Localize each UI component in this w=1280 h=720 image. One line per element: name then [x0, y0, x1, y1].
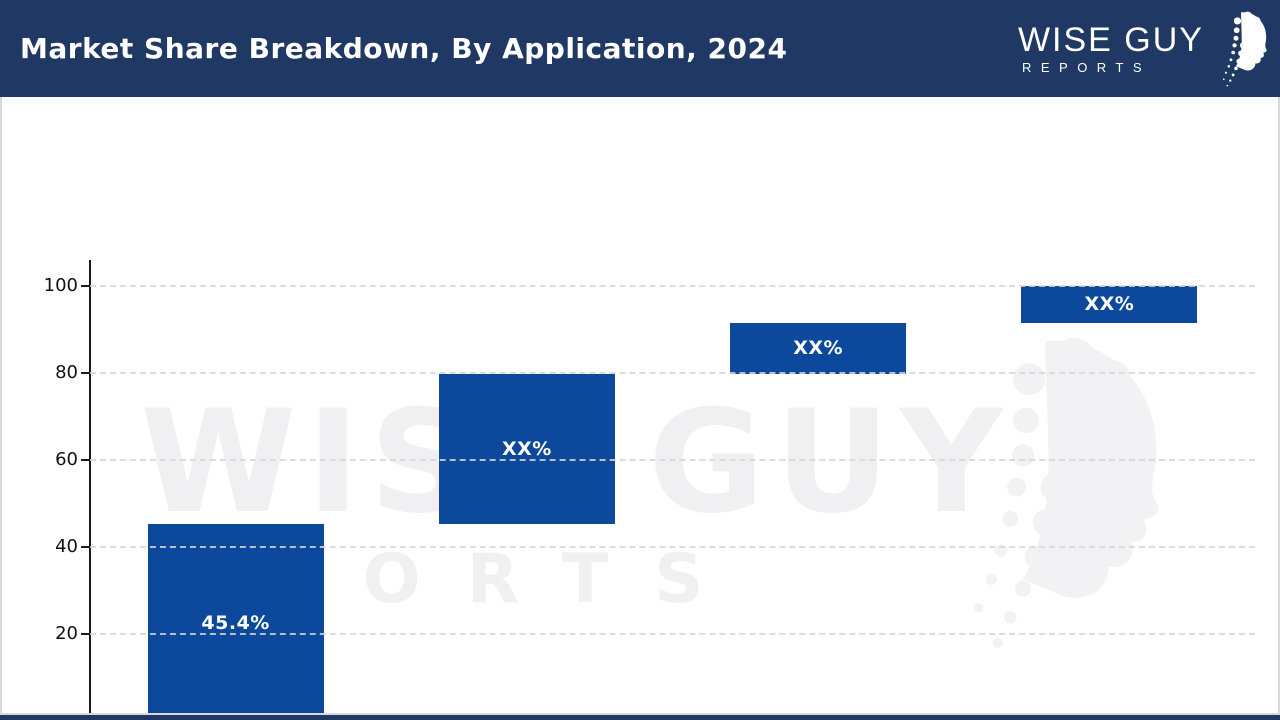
- gridline: [90, 284, 1255, 287]
- waterfall-chart: 02040608010045.4%NutraceuticalsXX%Food a…: [2, 97, 1280, 720]
- wiseguy-logo: WISE GUY REPORTS: [1018, 6, 1272, 92]
- bar-value-label: XX%: [793, 337, 844, 360]
- footer-accent-bar: [0, 715, 1280, 720]
- gridline: [90, 633, 1255, 636]
- gridline: [90, 546, 1255, 549]
- y-tick: [80, 284, 89, 287]
- y-tick-label: 80: [55, 361, 78, 383]
- logo-subtitle: REPORTS: [1021, 59, 1152, 75]
- page-title: Market Share Breakdown, By Application, …: [20, 32, 788, 65]
- y-tick-label: 40: [55, 536, 78, 558]
- y-tick-label: 60: [55, 449, 78, 471]
- y-axis: [88, 260, 91, 720]
- bar-pharmaceuticals: [1021, 285, 1198, 323]
- wiseguy-logo-text: WISE GUY REPORTS: [1017, 21, 1204, 75]
- gridline: [90, 371, 1255, 374]
- y-tick-label: 20: [55, 623, 78, 645]
- bar-value-label: XX%: [501, 437, 552, 460]
- footer-hairline: [0, 713, 1280, 715]
- gridline: [90, 459, 1255, 462]
- y-tick-label: 100: [43, 274, 78, 296]
- logo-wordmark: WISE GUY: [1017, 21, 1204, 60]
- bar-cosmetics: [730, 322, 907, 374]
- y-tick: [80, 546, 89, 549]
- bar-value-label: 45.4%: [201, 611, 270, 634]
- bar-value-label: XX%: [1084, 293, 1135, 316]
- bar-food-and-beverages: [438, 373, 615, 524]
- bar-nutraceuticals: [147, 523, 324, 720]
- wiseguy-face-icon: [1222, 11, 1267, 87]
- y-tick: [80, 633, 89, 636]
- y-tick: [80, 459, 89, 462]
- chart-canvas: WISE GUY PORTS 020406: [0, 97, 1280, 720]
- y-tick: [80, 371, 89, 374]
- header-bar: Market Share Breakdown, By Application, …: [0, 0, 1280, 97]
